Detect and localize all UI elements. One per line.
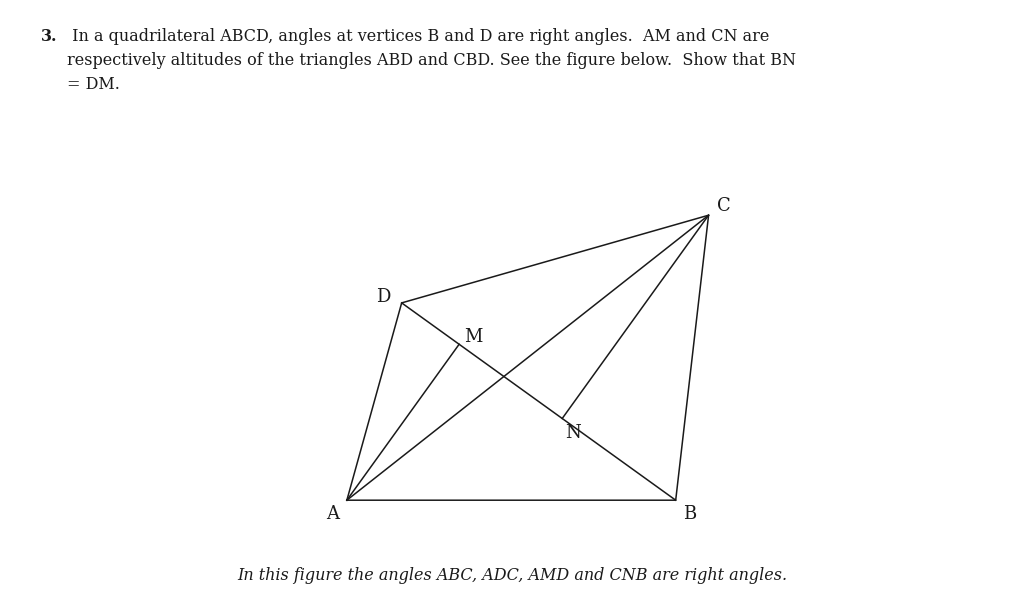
Text: C: C <box>717 198 731 215</box>
Text: B: B <box>683 506 696 523</box>
Text: D: D <box>376 288 390 307</box>
Text: A: A <box>326 506 339 523</box>
Text: In this figure the angles ABC, ADC, AMD and CNB are right angles.: In this figure the angles ABC, ADC, AMD … <box>237 567 787 584</box>
Text: N: N <box>565 424 581 442</box>
Text: 3.: 3. <box>41 28 57 45</box>
Text: M: M <box>464 327 482 346</box>
Text: In a quadrilateral ABCD, angles at vertices B and D are right angles.  AM and CN: In a quadrilateral ABCD, angles at verti… <box>67 28 796 93</box>
